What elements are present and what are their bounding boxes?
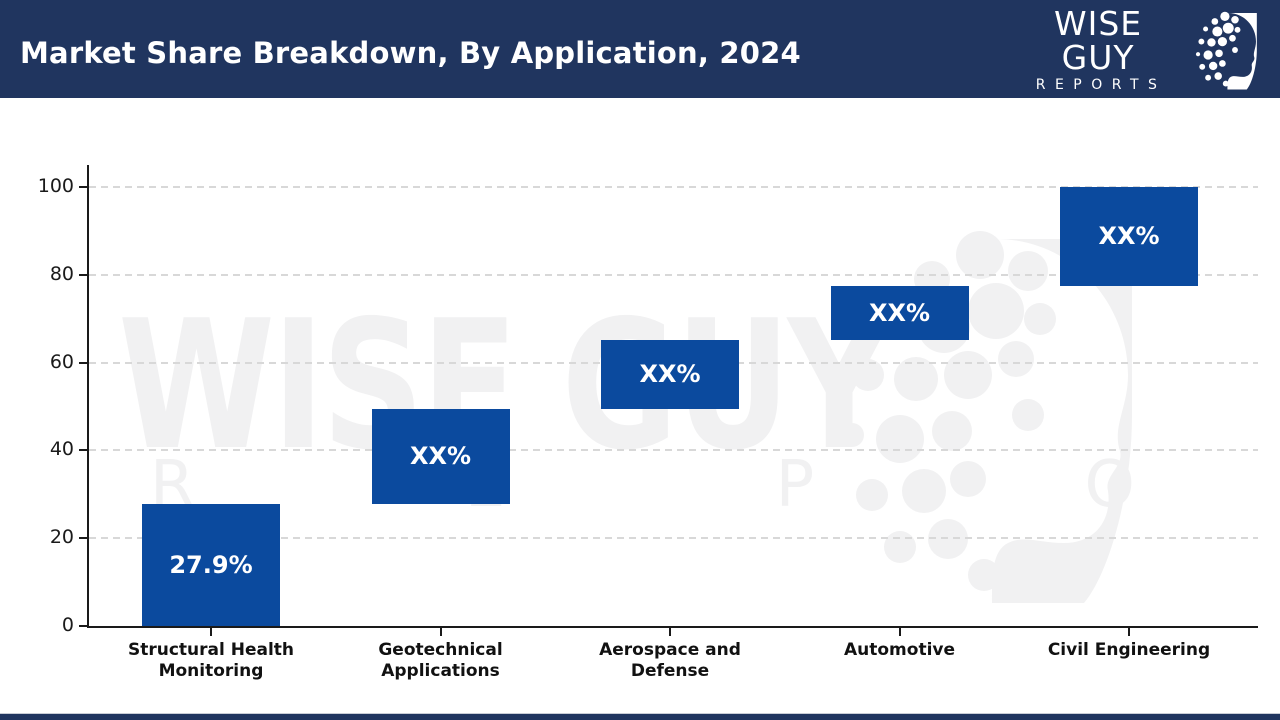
- y-tick-label: 0: [61, 614, 74, 636]
- y-axis-line: [87, 165, 89, 628]
- watermark-reports-text: R E P O R T S: [150, 448, 1280, 522]
- gridline: [89, 186, 1258, 188]
- x-axis-line: [87, 626, 1258, 628]
- x-category-label: Automotive: [843, 640, 956, 660]
- y-tick-mark: [79, 361, 87, 364]
- page-title: Market Share Breakdown, By Application, …: [20, 36, 801, 70]
- x-tick-mark: [210, 628, 212, 636]
- brand-logo: WISE GUY REPORTS: [1012, 4, 1262, 94]
- x-category-label: Geotechnical Applications: [378, 640, 503, 681]
- brand-logo-text: WISE GUY REPORTS: [1012, 4, 1184, 94]
- gridline: [89, 537, 1258, 540]
- y-tick-mark: [79, 625, 87, 627]
- brand-name: WISE GUY: [1054, 4, 1143, 77]
- bar: XX%: [371, 408, 510, 504]
- gridline: [89, 449, 1258, 452]
- x-tick-mark: [898, 628, 901, 636]
- bar: XX%: [830, 285, 969, 341]
- bar: XX%: [601, 340, 739, 409]
- bar-value-label: XX%: [409, 442, 472, 471]
- y-tick-mark: [79, 537, 87, 540]
- y-tick-label: 60: [49, 350, 74, 373]
- bar-value-label: XX%: [639, 360, 701, 389]
- x-tick-mark: [439, 628, 442, 636]
- bar-value-label: XX%: [868, 298, 931, 327]
- y-tick-mark: [79, 186, 87, 188]
- x-category-label: Aerospace and Defense: [599, 640, 741, 681]
- header-banner: Market Share Breakdown, By Application, …: [0, 0, 1280, 98]
- bar-value-label: 27.9%: [169, 550, 253, 579]
- y-tick-label: 40: [49, 438, 74, 461]
- bar: XX%: [1060, 187, 1198, 286]
- y-tick-label: 80: [49, 262, 74, 285]
- x-category-label: Structural Health Monitoring: [127, 640, 295, 681]
- x-tick-mark: [1128, 628, 1130, 636]
- y-tick-label: 100: [37, 175, 74, 197]
- x-category-label: Civil Engineering: [1047, 640, 1211, 660]
- y-tick-mark: [79, 273, 87, 276]
- x-tick-mark: [669, 628, 671, 636]
- y-tick-mark: [79, 449, 87, 452]
- bar: 27.9%: [142, 503, 280, 626]
- footer-bar: [0, 713, 1280, 720]
- gridline: [89, 273, 1258, 276]
- brand-head-icon: [1196, 11, 1258, 90]
- y-tick-label: 20: [49, 526, 74, 549]
- bar-value-label: XX%: [1098, 222, 1160, 251]
- brand-subname: REPORTS: [1035, 77, 1167, 93]
